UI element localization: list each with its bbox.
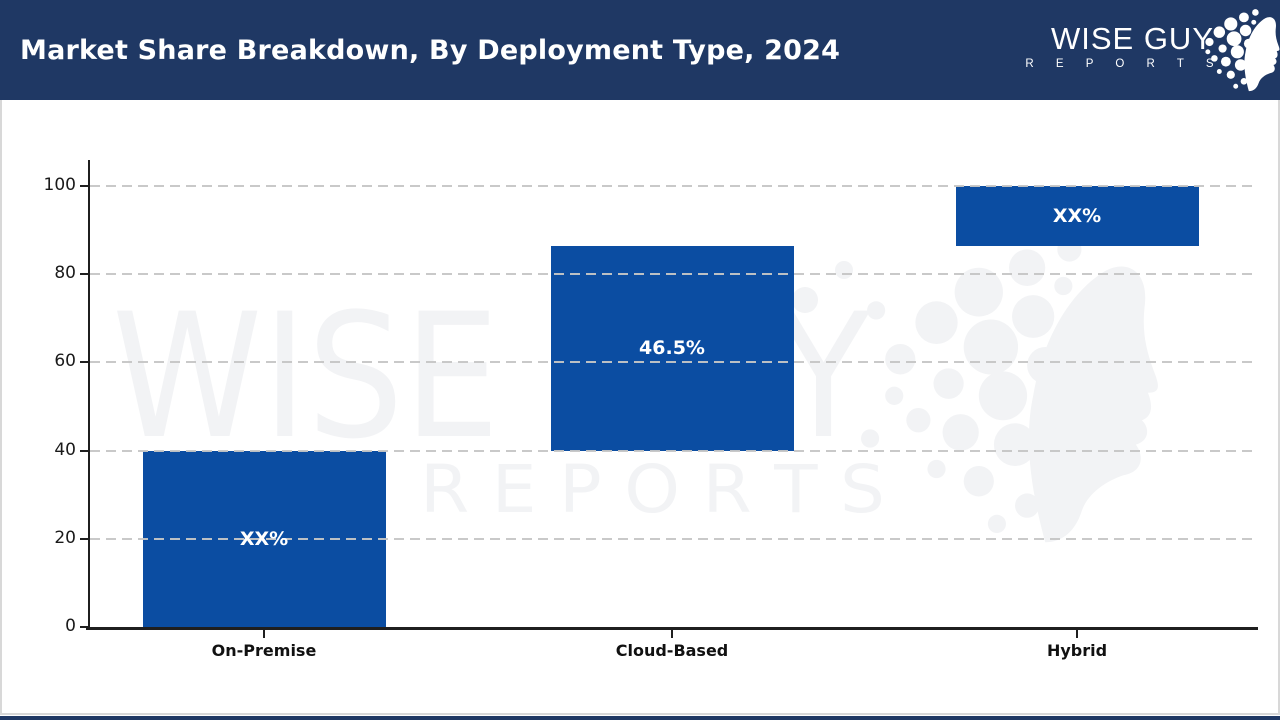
y-tick-label: 20 — [54, 527, 76, 548]
y-tick-label: 40 — [54, 439, 76, 460]
x-category-label: On-Premise — [211, 641, 317, 660]
y-tick-100 — [80, 185, 88, 187]
grid-line-100 — [90, 185, 1257, 187]
y-tick-label: 100 — [43, 175, 76, 195]
y-tick-label: 60 — [54, 351, 76, 372]
logo-subline: R E P O R T S — [1025, 58, 1223, 70]
y-tick-label: 0 — [65, 616, 76, 636]
x-tick-2 — [671, 630, 673, 638]
x-axis-line — [86, 627, 1258, 630]
y-tick-40 — [80, 449, 88, 452]
x-tick-3 — [1076, 630, 1078, 638]
wiseguy-logo: WISE GUY R E P O R T S — [1025, 0, 1280, 100]
y-tick-label: 80 — [54, 263, 76, 284]
chart-title: Market Share Breakdown, By Deployment Ty… — [20, 34, 841, 66]
grid-line-40 — [90, 449, 1257, 452]
grid-line-80 — [90, 273, 1257, 276]
y-tick-60 — [80, 361, 88, 364]
watermark-head-icon — [861, 237, 1158, 543]
bar-value-label: XX% — [239, 527, 289, 550]
bar-value-label: 46.5% — [639, 337, 705, 360]
logo-wordmark: WISE GUY — [1050, 21, 1214, 56]
grid-line-60 — [90, 361, 1257, 364]
bar-value-label: XX% — [1052, 204, 1102, 227]
wiseguy-head-icon — [1205, 9, 1280, 92]
header-bar: Market Share Breakdown, By Deployment Ty… — [0, 0, 1280, 100]
y-tick-20 — [80, 537, 88, 540]
y-tick-0 — [80, 626, 88, 628]
bar-hybrid — [955, 186, 1199, 246]
x-tick-1 — [263, 630, 265, 638]
watermark-subline: R E P O R T S — [420, 451, 885, 528]
footer-bar — [0, 716, 1280, 720]
x-category-label: Cloud-Based — [615, 641, 729, 660]
watermark-dot — [792, 287, 818, 313]
y-tick-80 — [80, 273, 88, 276]
y-axis-line — [88, 160, 90, 629]
grid-line-20 — [90, 537, 1257, 540]
x-category-label: Hybrid — [1046, 641, 1108, 660]
bar-cloud-based — [550, 245, 794, 451]
